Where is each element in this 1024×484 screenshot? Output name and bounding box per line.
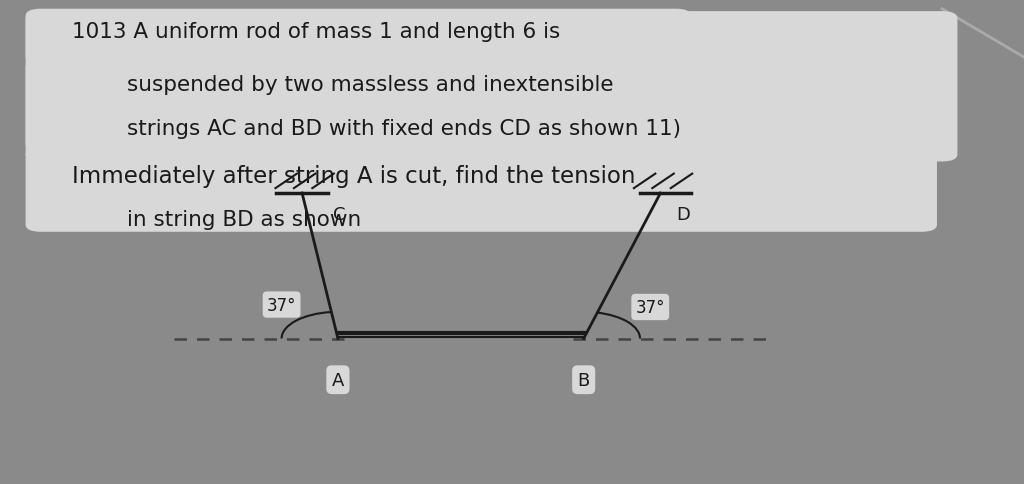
- Text: 37°: 37°: [267, 296, 296, 314]
- Text: 37°: 37°: [636, 298, 665, 317]
- Text: C: C: [333, 206, 345, 224]
- Text: in string BD as shown: in string BD as shown: [72, 209, 360, 229]
- Text: A: A: [332, 371, 344, 389]
- Text: strings AC and BD with fixed ends CD as shown 11): strings AC and BD with fixed ends CD as …: [72, 119, 681, 138]
- Text: D: D: [676, 206, 690, 224]
- FancyBboxPatch shape: [26, 12, 957, 162]
- FancyBboxPatch shape: [26, 60, 937, 152]
- Text: Immediately after string A is cut, find the tension: Immediately after string A is cut, find …: [72, 165, 635, 187]
- Text: suspended by two massless and inextensible: suspended by two massless and inextensib…: [72, 75, 613, 95]
- Text: B: B: [578, 371, 590, 389]
- Text: 1013 A uniform rod of mass 1 and length 6 is: 1013 A uniform rod of mass 1 and length …: [72, 22, 560, 42]
- FancyBboxPatch shape: [26, 10, 691, 65]
- FancyBboxPatch shape: [26, 148, 937, 232]
